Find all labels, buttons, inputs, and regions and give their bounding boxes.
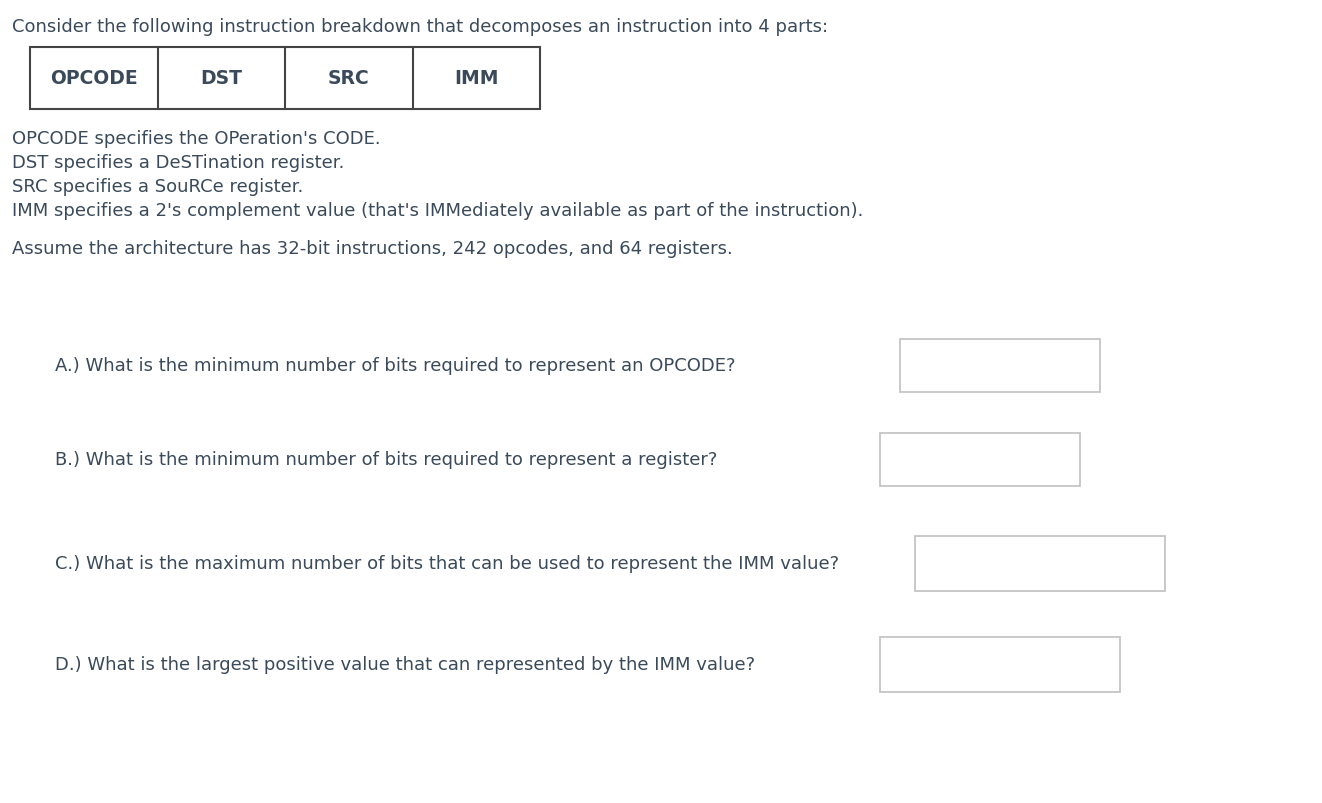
Text: OPCODE: OPCODE [50,69,137,88]
Bar [880,638,1120,692]
Text: OPCODE specifies the OPeration's CODE.: OPCODE specifies the OPeration's CODE. [12,130,381,148]
Text: Assume the architecture has 32-bit instructions, 242 opcodes, and 64 registers.: Assume the architecture has 32-bit instr… [12,240,732,258]
Text: SRC specifies a SouRCe register.: SRC specifies a SouRCe register. [12,177,303,196]
Text: D.) What is the largest positive value that can represented by the IMM value?: D.) What is the largest positive value t… [56,656,755,674]
Text: A.) What is the minimum number of bits required to represent an OPCODE?: A.) What is the minimum number of bits r… [56,357,735,375]
Bar [880,434,1080,487]
Text: IMM specifies a 2's complement value (that's IMMediately available as part of th: IMM specifies a 2's complement value (th… [12,202,863,220]
Text: C.) What is the maximum number of bits that can be used to represent the IMM val: C.) What is the maximum number of bits t… [56,555,839,573]
Text: IMM: IMM [453,69,498,88]
Text: B.) What is the minimum number of bits required to represent a register?: B.) What is the minimum number of bits r… [56,451,718,469]
Text: SRC: SRC [328,69,370,88]
Text: DST specifies a DeSTination register.: DST specifies a DeSTination register. [12,154,344,172]
Bar [900,340,1100,393]
Text: Consider the following instruction breakdown that decomposes an instruction into: Consider the following instruction break… [12,18,828,36]
Bar [30,48,539,110]
Bar [915,536,1165,591]
Text: DST: DST [200,69,242,88]
